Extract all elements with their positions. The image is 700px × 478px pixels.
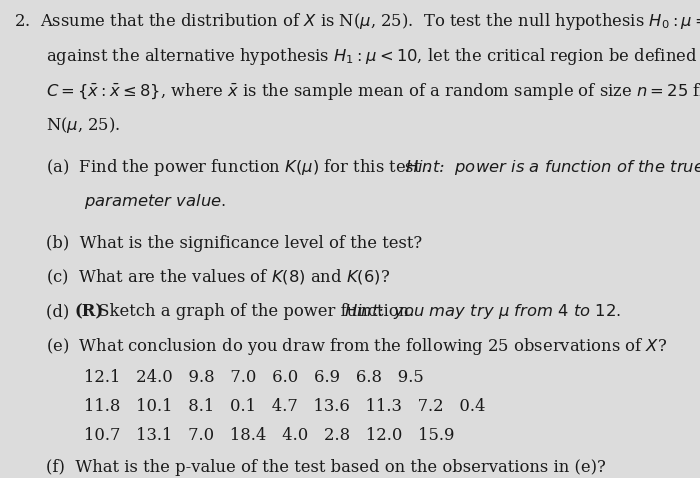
Text: against the alternative hypothesis $H_1 : \mu < 10$, let the critical region be : against the alternative hypothesis $H_1 … <box>46 46 700 67</box>
Text: $\mathit{parameter\ value.}$: $\mathit{parameter\ value.}$ <box>84 193 226 211</box>
Text: N($\mu$, 25).: N($\mu$, 25). <box>46 115 120 135</box>
Text: 2.  Assume that the distribution of $X$ is N($\mu$, 25).  To test the null hypot: 2. Assume that the distribution of $X$ i… <box>14 11 700 33</box>
Text: 12.1   24.0   9.8   7.0   6.0   6.9   6.8   9.5: 12.1 24.0 9.8 7.0 6.0 6.9 6.8 9.5 <box>84 369 424 386</box>
Text: $\mathit{Hint}$:  $\mathit{you\ may\ try}$ $\mu$ $\mathit{from\ 4\ to\ 12.}$: $\mathit{Hint}$: $\mathit{you\ may\ try}… <box>344 303 621 321</box>
Text: (f)  What is the p-value of the test based on the observations in (e)?: (f) What is the p-value of the test base… <box>46 459 606 476</box>
Text: (R): (R) <box>75 304 104 320</box>
Text: 10.7   13.1   7.0   18.4   4.0   2.8   12.0   15.9: 10.7 13.1 7.0 18.4 4.0 2.8 12.0 15.9 <box>84 427 454 444</box>
Text: Sketch a graph of the power function.: Sketch a graph of the power function. <box>93 304 425 320</box>
Text: (e)  What conclusion do you draw from the following 25 observations of $X$?: (e) What conclusion do you draw from the… <box>46 336 666 357</box>
Text: 11.8   10.1   8.1   0.1   4.7   13.6   11.3   7.2   0.4: 11.8 10.1 8.1 0.1 4.7 13.6 11.3 7.2 0.4 <box>84 398 486 415</box>
Text: (b)  What is the significance level of the test?: (b) What is the significance level of th… <box>46 235 421 251</box>
Text: (c)  What are the values of $K(8)$ and $K(6)$?: (c) What are the values of $K(8)$ and $K… <box>46 267 390 287</box>
Text: $\mathit{Hint}$:  $\mathit{power\ is\ a\ function\ of\ the\ true}$: $\mathit{Hint}$: $\mathit{power\ is\ a\ … <box>405 158 700 177</box>
Text: (d): (d) <box>46 304 79 320</box>
Text: $C = \{\bar{x} : \bar{x} \leq 8\}$, where $\bar{x}$ is the sample mean of a rand: $C = \{\bar{x} : \bar{x} \leq 8\}$, wher… <box>46 81 700 102</box>
Text: (a)  Find the power function $K(\mu)$ for this test .: (a) Find the power function $K(\mu)$ for… <box>46 157 437 178</box>
